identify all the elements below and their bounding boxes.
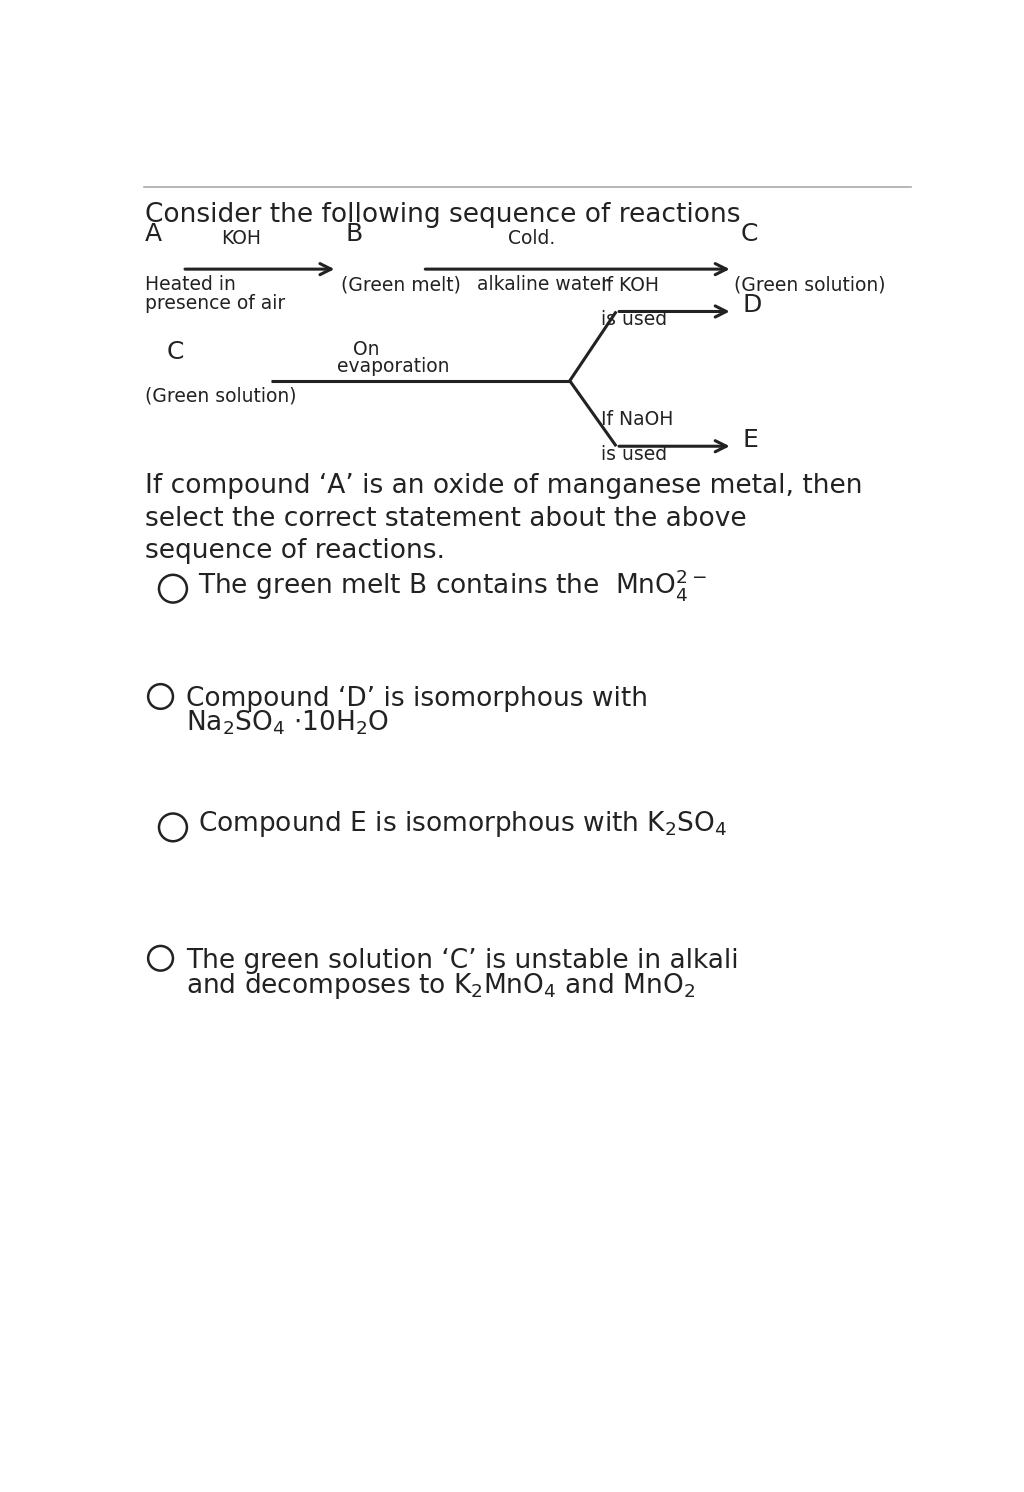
- Text: If NaOH: If NaOH: [601, 410, 673, 430]
- Text: Cold.: Cold.: [508, 228, 555, 248]
- Text: Consider the following sequence of reactions: Consider the following sequence of react…: [145, 201, 740, 228]
- Text: The green solution ‘C’ is unstable in alkali: The green solution ‘C’ is unstable in al…: [186, 947, 738, 973]
- Text: (Green melt): (Green melt): [341, 276, 461, 294]
- Text: Compound ‘D’ is isomorphous with: Compound ‘D’ is isomorphous with: [186, 686, 648, 712]
- Text: KOH: KOH: [221, 228, 261, 248]
- Text: $\mathregular{Na_2SO_4}$ $\cdot$$\mathregular{10H_2O}$: $\mathregular{Na_2SO_4}$ $\cdot$$\mathre…: [186, 709, 389, 737]
- Text: is used: is used: [601, 310, 667, 328]
- Text: evaporation: evaporation: [337, 357, 450, 376]
- Text: A: A: [145, 222, 162, 246]
- Text: Compound E is isomorphous with $\mathregular{K_2SO_4}$: Compound E is isomorphous with $\mathreg…: [198, 809, 727, 839]
- Text: sequence of reactions.: sequence of reactions.: [145, 537, 445, 564]
- Text: (Green solution): (Green solution): [734, 276, 886, 294]
- Text: alkaline water: alkaline water: [477, 276, 608, 294]
- Text: C: C: [740, 222, 758, 246]
- Text: B: B: [345, 222, 362, 246]
- Text: If KOH: If KOH: [601, 276, 658, 294]
- Text: C: C: [167, 340, 184, 364]
- Text: and decomposes to $\mathregular{K_2MnO_4}$ and $\mathregular{MnO_2}$: and decomposes to $\mathregular{K_2MnO_4…: [186, 971, 695, 1001]
- Text: is used: is used: [601, 445, 667, 464]
- Text: The green melt B contains the  $\mathregular{MnO_4^{2-}}$: The green melt B contains the $\mathregu…: [198, 567, 707, 603]
- Text: (Green solution): (Green solution): [145, 386, 297, 406]
- Text: D: D: [742, 294, 762, 318]
- Text: Heated in: Heated in: [145, 276, 236, 294]
- Text: E: E: [742, 428, 759, 452]
- Text: If compound ‘A’ is an oxide of manganese metal, then: If compound ‘A’ is an oxide of manganese…: [145, 473, 862, 500]
- Text: select the correct statement about the above: select the correct statement about the a…: [145, 506, 746, 531]
- Text: presence of air: presence of air: [145, 294, 286, 313]
- Text: On: On: [352, 340, 379, 360]
